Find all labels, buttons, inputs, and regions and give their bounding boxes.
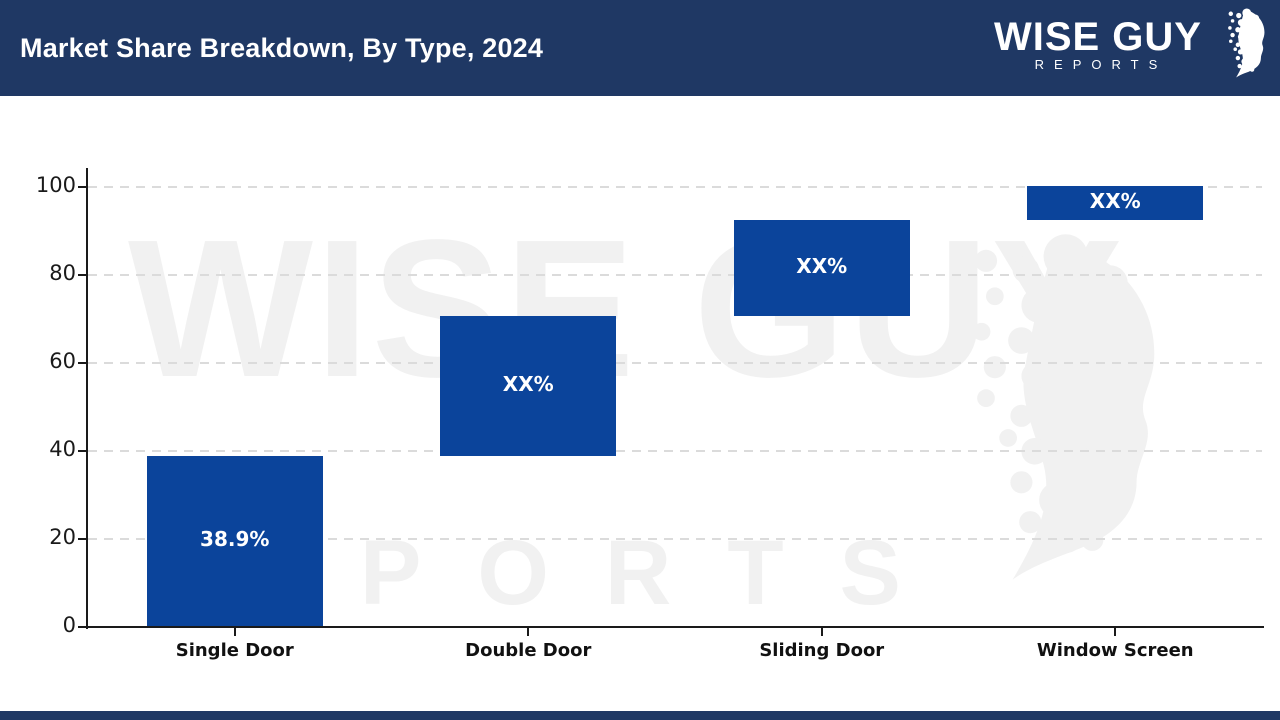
header-bar: Market Share Breakdown, By Type, 2024 WI…	[0, 0, 1280, 96]
y-tick-mark	[78, 274, 88, 276]
page-title: Market Share Breakdown, By Type, 2024	[20, 32, 544, 63]
x-category-label-window-screen: Window Screen	[1036, 640, 1194, 661]
gridline-20	[88, 538, 1262, 540]
y-tick-label: 100	[35, 173, 76, 197]
x-tick-mark	[1114, 627, 1117, 636]
gridline-80	[88, 274, 1262, 276]
gridline-40	[88, 450, 1262, 452]
watermark-face-icon	[972, 234, 1155, 580]
y-tick-label: 40	[49, 437, 76, 461]
gridline-60	[88, 362, 1262, 364]
y-tick-mark	[78, 186, 88, 188]
logo-wordmark: WISE GUY	[993, 14, 1202, 59]
bar-double-door	[440, 316, 617, 456]
x-tick-mark	[820, 627, 823, 636]
y-tick-mark	[78, 450, 88, 452]
y-tick-label: 80	[49, 261, 76, 285]
bar-value-label-window-screen: XX%	[1089, 188, 1141, 213]
gridline-100	[88, 186, 1262, 188]
footer-bar	[0, 711, 1280, 720]
wiseguy-logo: WISE GUY REPORTS	[994, 6, 1268, 80]
x-tick-mark	[527, 627, 530, 636]
y-tick-label: 60	[49, 349, 76, 373]
y-tick-label: 0	[62, 613, 76, 637]
bar-window-screen	[1027, 186, 1204, 220]
bar-single-door	[146, 455, 323, 627]
y-tick-mark	[78, 538, 88, 540]
x-category-label-double-door: Double Door	[465, 640, 592, 661]
y-tick-label: 20	[49, 525, 76, 549]
x-axis-line	[86, 626, 1264, 628]
y-axis-line	[86, 168, 88, 629]
bar-value-label-double-door: XX%	[502, 372, 554, 397]
y-tick-mark	[78, 362, 88, 364]
logo-text: WISE GUY REPORTS	[994, 15, 1202, 72]
bar-sliding-door	[733, 219, 910, 317]
x-tick-mark	[233, 627, 236, 636]
x-category-label-single-door: Single Door	[175, 640, 294, 661]
logo-subtext: REPORTS	[1034, 56, 1168, 72]
x-category-label-sliding-door: Sliding Door	[759, 640, 885, 661]
watermark-wordmark: WISE GUY	[128, 199, 1125, 418]
dotted-face-icon	[1228, 8, 1265, 78]
bar-value-label-single-door: 38.9%	[200, 527, 270, 552]
bar-value-label-sliding-door: XX%	[796, 253, 848, 278]
y-tick-mark	[78, 626, 88, 628]
